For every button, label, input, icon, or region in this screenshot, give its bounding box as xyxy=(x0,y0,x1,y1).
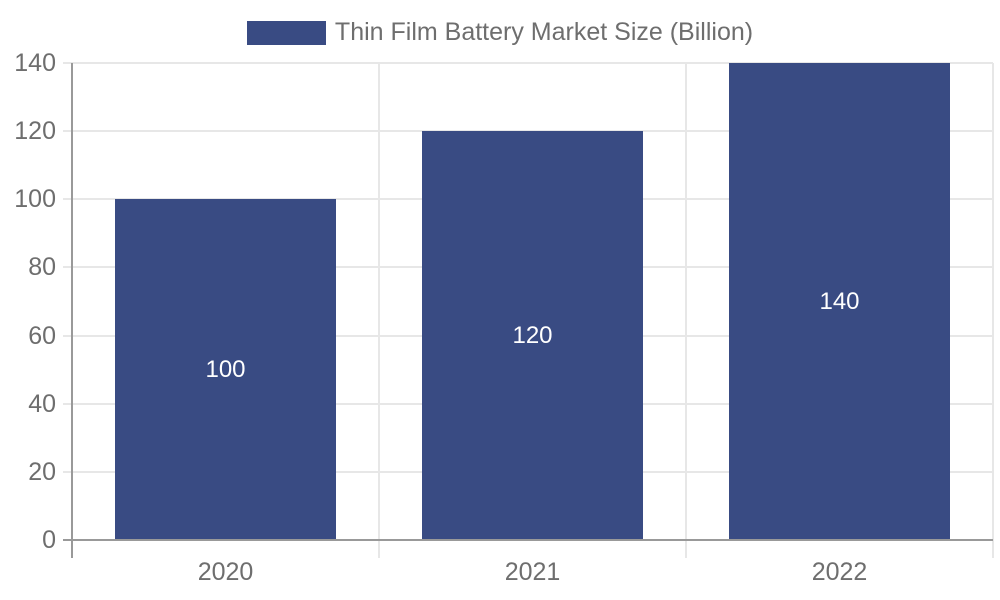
y-tick-label: 60 xyxy=(28,321,56,350)
y-tick-label: 20 xyxy=(28,457,56,486)
bar-value-label: 100 xyxy=(205,355,246,383)
x-axis-line xyxy=(63,539,993,541)
y-tick-mark xyxy=(63,266,72,269)
x-boundary-gridline xyxy=(992,63,994,558)
y-tick-mark xyxy=(63,130,72,133)
y-tick-mark xyxy=(63,402,72,405)
bar-value-label: 120 xyxy=(512,321,553,349)
bar-2022: 140 xyxy=(729,63,950,540)
plot-area: 100 120 140 xyxy=(63,62,994,558)
y-tick-label: 40 xyxy=(28,389,56,418)
x-tick-label: 2022 xyxy=(811,558,868,586)
legend[interactable]: Thin Film Battery Market Size (Billion) xyxy=(0,18,1000,47)
y-tick-mark xyxy=(63,470,72,473)
x-boundary-gridline xyxy=(685,63,687,558)
y-axis-line xyxy=(71,63,73,558)
x-tick-label: 2020 xyxy=(197,558,254,586)
legend-label: Thin Film Battery Market Size (Billion) xyxy=(334,18,754,46)
bar-2020: 100 xyxy=(115,199,336,540)
y-tick-label: 0 xyxy=(42,526,56,554)
y-gridline xyxy=(72,62,993,64)
y-tick-label: 140 xyxy=(14,49,56,77)
x-boundary-gridline xyxy=(378,63,380,558)
y-tick-mark xyxy=(63,62,72,64)
bar-2021: 120 xyxy=(422,131,643,540)
y-tick-mark xyxy=(63,198,72,201)
x-tick-label: 2021 xyxy=(504,558,561,586)
legend-swatch xyxy=(246,20,326,45)
y-tick-label: 120 xyxy=(14,117,56,146)
y-tick-label: 80 xyxy=(28,253,56,282)
y-tick-label: 100 xyxy=(14,185,56,214)
bar-value-label: 140 xyxy=(819,287,860,315)
y-tick-mark xyxy=(63,334,72,337)
